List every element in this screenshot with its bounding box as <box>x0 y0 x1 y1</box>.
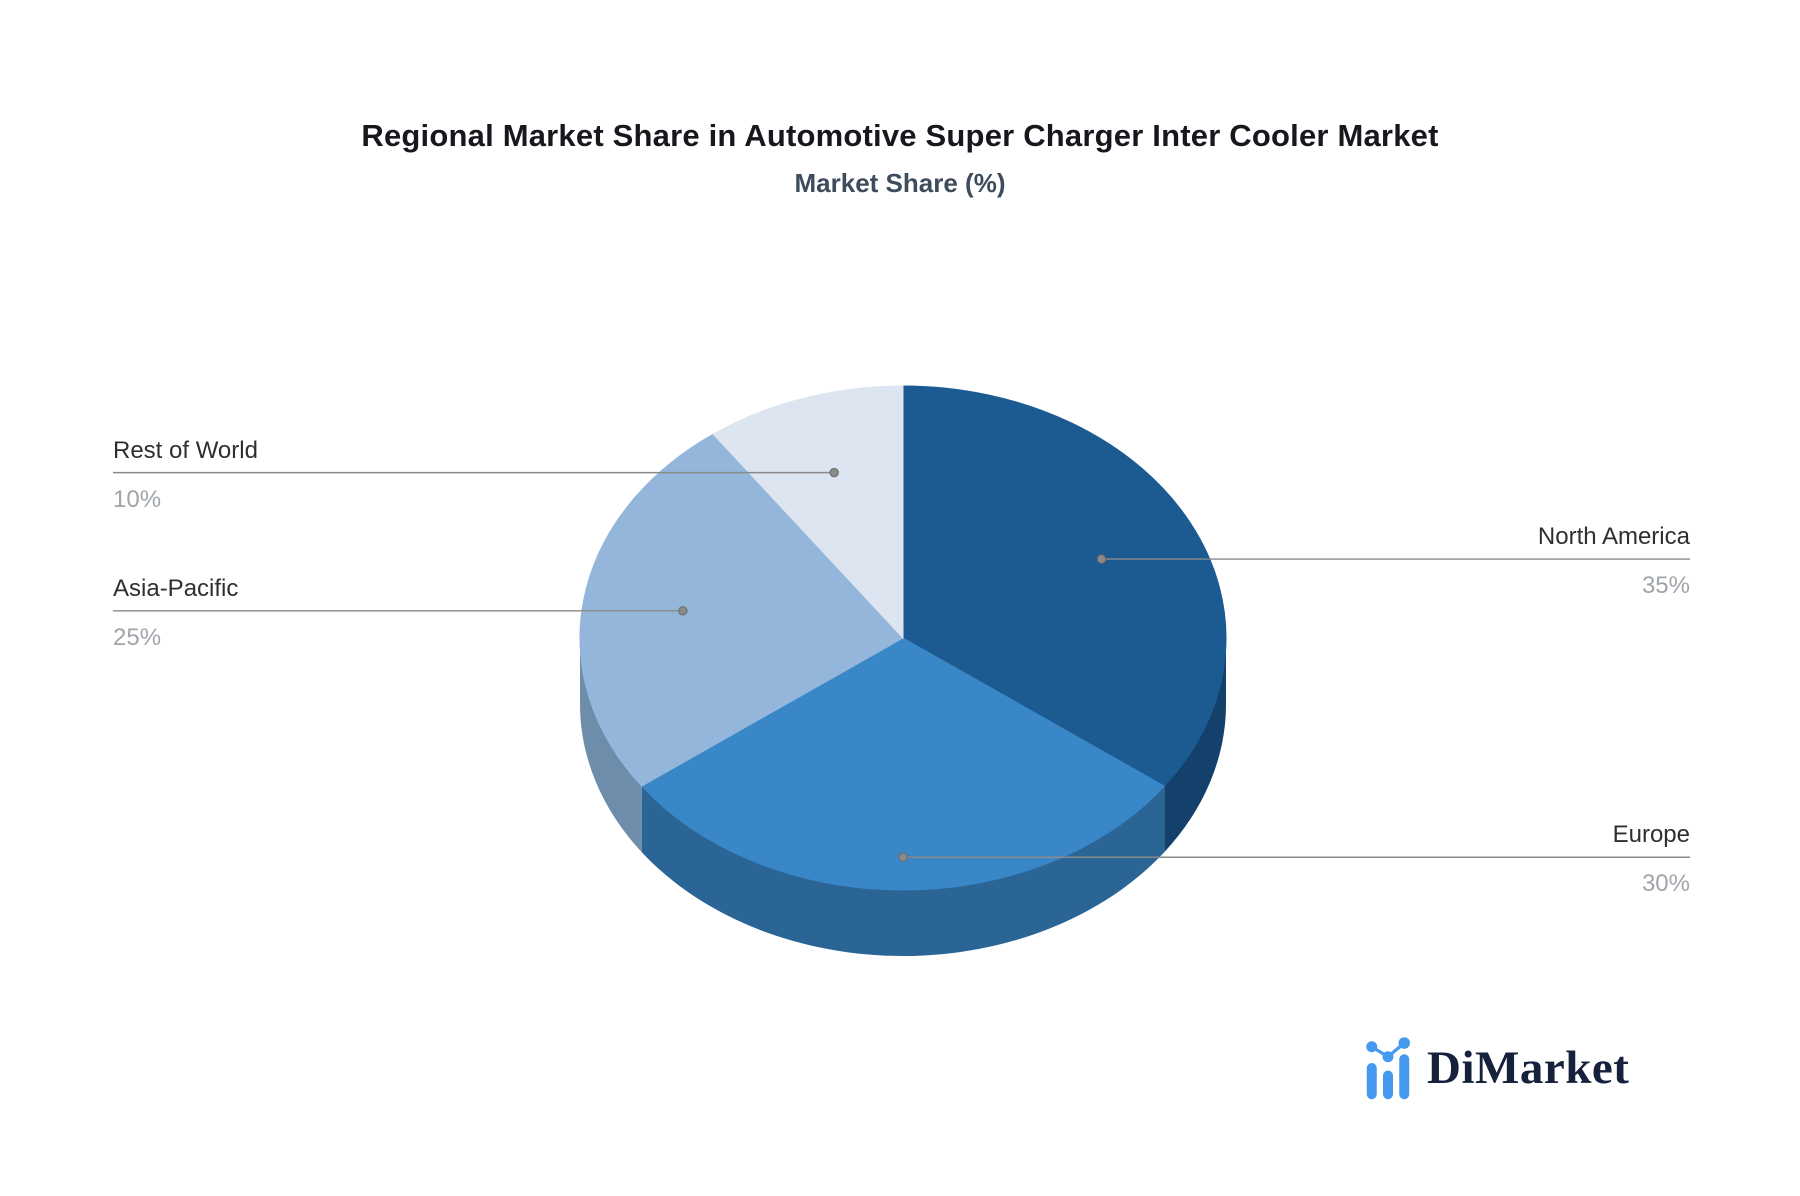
leader-dot-europe <box>898 852 908 862</box>
pie-slice-north-america <box>902 385 1227 787</box>
pie-slice-europe <box>640 637 1166 891</box>
leader-dot-north-america <box>1096 554 1107 564</box>
bar-line-chart-icon <box>1366 1037 1410 1100</box>
dimarket-logo: DiMarket <box>1358 1036 1629 1100</box>
slice-value: 35% <box>1641 572 1690 600</box>
pie-slice-north-america-side <box>1164 638 1226 853</box>
logo-wordmark: DiMarket <box>1427 1041 1630 1094</box>
slice-value: 25% <box>113 623 162 651</box>
slice-value: 10% <box>113 485 162 513</box>
slice-label: North America <box>1537 523 1690 551</box>
pie-slice-asia-pacific-side <box>580 638 642 853</box>
slice-label: Asia-Pacific <box>113 574 239 602</box>
slice-label: Rest of World <box>113 436 258 464</box>
pie-slice-europe-side <box>641 786 1165 956</box>
pie-slice-asia-pacific <box>579 433 904 787</box>
leader-dot-rest-of-world <box>829 467 839 478</box>
pie-slice-rest-of-world <box>712 385 904 640</box>
chart-title: Regional Market Share in Automotive Supe… <box>361 118 1439 153</box>
slice-label: Europe <box>1612 821 1690 849</box>
chart-subtitle: Market Share (%) <box>794 168 1006 198</box>
leader-dot-asia-pacific <box>678 606 688 616</box>
slice-value: 30% <box>1641 870 1690 898</box>
